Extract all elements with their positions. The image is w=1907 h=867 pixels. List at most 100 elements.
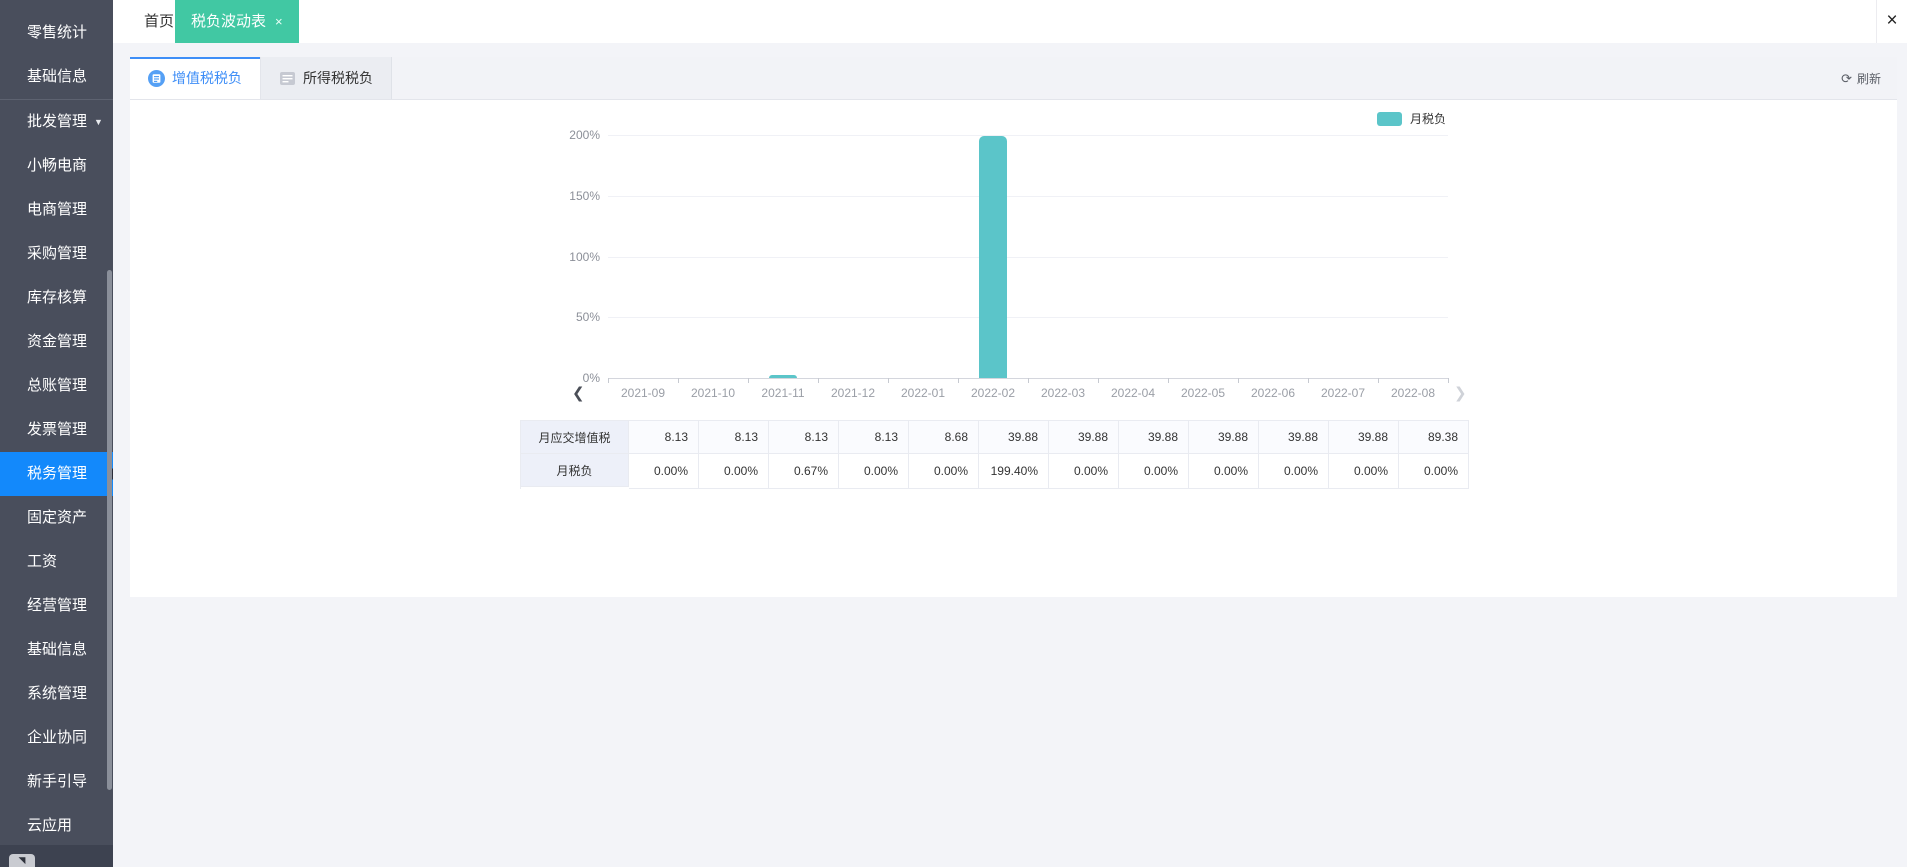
sidebar-scrollbar[interactable] [107, 270, 112, 790]
sidebar-item-税务管理[interactable]: 税务管理 [0, 452, 113, 496]
y-axis-tick-label: 100% [569, 249, 600, 264]
x-axis-category-label: 2022-08 [1390, 386, 1436, 400]
x-axis-tick [1028, 378, 1029, 383]
legend-swatch [1377, 111, 1402, 126]
x-axis-category-label: 2022-06 [1250, 386, 1296, 400]
tab-vat-tax-burden[interactable]: 增值税税负 [130, 57, 261, 99]
sidebar-menu: 零售统计 基础信息 批发管理 ▼ 小畅电商 电商管理 采购管理 库存核算 资金管理 总账管理 发票管… [0, 0, 113, 848]
topbar-divider [1876, 0, 1877, 43]
x-axis-category-label: 2021-09 [620, 386, 666, 400]
y-axis-tick-label: 0% [582, 371, 600, 385]
x-axis-tick [1098, 378, 1099, 383]
window-close-icon[interactable]: × [1886, 10, 1898, 31]
table-cell: 39.88 [979, 421, 1049, 454]
chart-legend[interactable]: 月税负 [1377, 110, 1446, 127]
x-axis-category-label: 2022-05 [1180, 386, 1226, 400]
tab-tax-fluctuation[interactable]: 税负波动表 × [175, 0, 299, 43]
tab-vat-label: 增值税税负 [172, 70, 242, 86]
x-axis-tick [958, 378, 959, 383]
table-cell: 0.00% [839, 454, 909, 489]
table-cell: 8.13 [699, 421, 769, 454]
x-axis-category-label: 2022-04 [1110, 386, 1156, 400]
sidebar-item-资金管理[interactable]: 资金管理 [27, 333, 88, 350]
table-cell: 0.00% [1329, 454, 1399, 489]
bar-2022-02[interactable] [979, 135, 1007, 378]
chart-gridline [608, 135, 1448, 136]
table-cell: 0.00% [699, 454, 769, 489]
sidebar-item-云应用[interactable]: 云应用 [27, 817, 73, 834]
table-cell: 89.38 [1399, 421, 1469, 454]
refresh-label: 刷新 [1856, 72, 1881, 86]
sidebar-divider [0, 99, 113, 100]
table-cell: 0.00% [1049, 454, 1119, 489]
table-cell: 0.00% [1119, 454, 1189, 489]
table-cell: 199.40% [979, 454, 1049, 489]
sidebar-collapse-button[interactable]: ◥ [9, 854, 35, 867]
table-cell: 39.88 [1119, 421, 1189, 454]
table-row-header: 月税负 [521, 454, 629, 487]
sidebar-footer: ◥ [0, 845, 113, 867]
refresh-button[interactable]: ⟳ 刷新 [1841, 57, 1881, 100]
sidebar-item-系统管理[interactable]: 系统管理 [27, 685, 88, 702]
table-cell: 0.00% [629, 454, 699, 489]
x-axis-category-label: 2022-07 [1320, 386, 1366, 400]
refresh-icon: ⟳ [1841, 70, 1852, 86]
sidebar-item-工资[interactable]: 工资 [27, 553, 58, 570]
chart-next-arrow-icon[interactable]: ❯ [1454, 385, 1467, 402]
legend-label: 月税负 [1410, 112, 1447, 126]
tab-tax-fluctuation-label: 税负波动表 [191, 13, 267, 30]
table-row-header: 月应交增值税 [521, 421, 629, 454]
main-panel: 增值税税负 所得税税负 ⟳ 刷新 月税负 0% 50% 100% 150% 200% 20… [130, 57, 1897, 597]
chart-gridline [608, 256, 1448, 258]
sidebar-item-批发管理[interactable]: 批发管理 ▼ [27, 113, 103, 130]
x-axis-tick [1448, 378, 1449, 383]
table-cell: 0.67% [769, 454, 839, 489]
table-cell: 39.88 [1189, 421, 1259, 454]
sidebar-item-经营管理[interactable]: 经营管理 [27, 597, 88, 614]
sidebar-item-库存核算[interactable]: 库存核算 [27, 289, 88, 306]
sidebar-item-企业协同[interactable]: 企业协同 [27, 729, 88, 746]
sidebar-item-固定资产[interactable]: 固定资产 [27, 509, 88, 526]
tab-income-tax-burden[interactable]: 所得税税负 [261, 57, 392, 99]
sidebar-item-发票管理[interactable]: 发票管理 [27, 421, 88, 438]
x-axis-tick [888, 378, 889, 383]
x-axis-category-label: 2021-11 [761, 386, 805, 400]
x-axis-tick [678, 378, 679, 383]
x-axis-tick [1238, 378, 1239, 383]
x-axis-category-label: 2022-02 [970, 386, 1016, 400]
x-axis-tick [1378, 378, 1379, 383]
chart-prev-arrow-icon[interactable]: ❮ [572, 385, 585, 402]
tab-home[interactable]: 首页 [144, 13, 175, 30]
sidebar-item-总账管理[interactable]: 总账管理 [27, 377, 88, 394]
chart-gridline [608, 317, 1448, 319]
income-tax-icon [280, 71, 295, 85]
sidebar-item-采购管理[interactable]: 采购管理 [27, 245, 88, 262]
y-axis-tick-label: 50% [575, 310, 600, 325]
table-cell: 39.88 [1259, 421, 1329, 454]
content-tabstrip: 增值税税负 所得税税负 ⟳ 刷新 [130, 57, 1897, 100]
x-axis-tick [608, 378, 609, 383]
dropdown-caret-icon: ▼ [94, 117, 103, 127]
sidebar-item-零售统计[interactable]: 零售统计 [27, 24, 88, 41]
tab-income-label: 所得税税负 [303, 70, 373, 86]
table-cell: 0.00% [1259, 454, 1329, 489]
x-axis-tick [1168, 378, 1169, 383]
tab-close-icon[interactable]: × [275, 14, 283, 29]
x-axis-tick [818, 378, 819, 383]
sidebar-item-基础信息[interactable]: 基础信息 [27, 68, 88, 85]
vat-invoice-icon [148, 69, 165, 87]
tax-burden-table: 月应交增值税 8.13 8.13 8.13 8.13 8.68 39.88 39.88 39.8… [520, 420, 1469, 489]
sidebar-item-新手引导[interactable]: 新手引导 [27, 773, 88, 790]
y-axis-tick-label: 150% [569, 188, 600, 203]
table-cell: 0.00% [1189, 454, 1259, 489]
y-axis-tick-label: 200% [569, 128, 600, 142]
x-axis-category-label: 2022-03 [1040, 386, 1086, 400]
table-cell: 39.88 [1329, 421, 1399, 454]
x-axis-category-label: 2021-10 [690, 386, 736, 400]
sidebar-item-电商管理[interactable]: 电商管理 [27, 201, 88, 218]
table-cell: 0.00% [909, 454, 979, 489]
bar-2021-11[interactable] [769, 375, 797, 378]
sidebar-item-小畅电商[interactable]: 小畅电商 [27, 157, 88, 174]
sidebar-item-基础信息[interactable]: 基础信息 [27, 641, 88, 658]
